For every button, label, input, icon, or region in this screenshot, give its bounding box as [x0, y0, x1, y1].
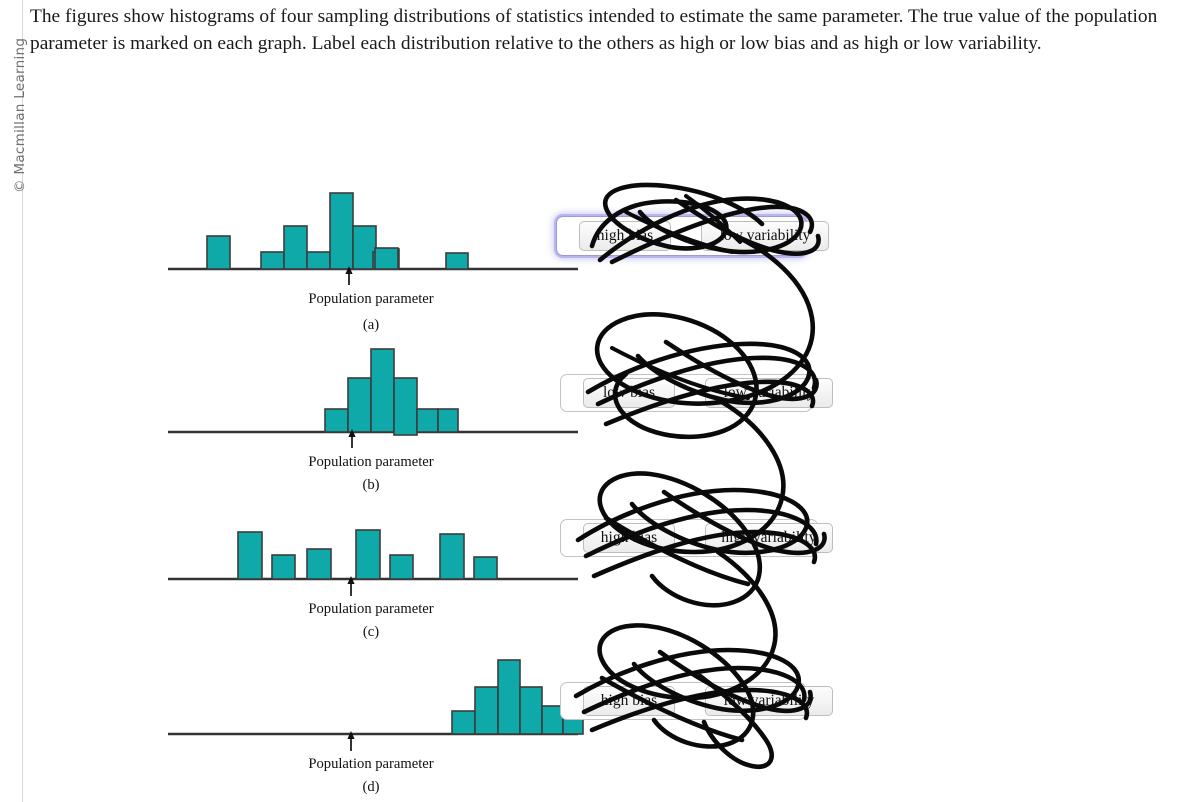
axis-label-c: Population parameter: [308, 601, 433, 617]
bar: [355, 529, 381, 580]
parameter-arrowhead-a: [345, 266, 353, 274]
answer-row-d[interactable]: high bias low variability: [560, 682, 833, 720]
parameter-arrowhead-c: [347, 576, 355, 584]
bar: [437, 408, 459, 433]
bar: [473, 556, 498, 580]
bar: [389, 554, 414, 580]
copyright-rail: © Macmillan Learning: [0, 0, 28, 802]
bias-value-d: high bias: [600, 692, 658, 709]
bias-select-d[interactable]: high bias: [583, 686, 675, 716]
histogram-b: Population parameter (b): [168, 348, 578, 493]
question-prompt: The figures show histograms of four samp…: [30, 6, 1158, 54]
bar: [451, 710, 476, 735]
panel-title-a: (a): [363, 317, 379, 333]
answer-row-a[interactable]: high bias low variability: [556, 216, 829, 256]
histogram-c: Population parameter (c): [168, 529, 578, 640]
bar: [347, 377, 372, 433]
bias-value-b: low bias: [602, 384, 656, 401]
variability-select-b[interactable]: low variability: [705, 378, 833, 408]
variability-value-a: low variability: [719, 227, 811, 244]
parameter-arrowhead-b: [348, 429, 356, 437]
bar: [474, 686, 499, 735]
bar: [416, 408, 439, 433]
bar: [445, 252, 469, 270]
variability-value-b: low variability: [723, 384, 815, 401]
axis-label-d: Population parameter: [308, 756, 433, 772]
panel-title-d: (d): [362, 779, 379, 795]
bias-select-c[interactable]: high bias: [583, 523, 675, 553]
variability-select-c[interactable]: high variability: [705, 523, 833, 553]
bar: [271, 554, 296, 580]
variability-select-d[interactable]: low variability: [705, 686, 833, 716]
bar: [497, 659, 521, 735]
bar: [329, 192, 354, 270]
bar: [374, 247, 399, 270]
bar: [237, 531, 263, 580]
bar: [206, 235, 231, 270]
bar: [393, 377, 418, 436]
variability-value-c: high variability: [721, 529, 817, 546]
variability-select-a[interactable]: low variability: [701, 221, 829, 251]
variability-value-d: low variability: [723, 692, 815, 709]
panel-title-b: (b): [362, 477, 379, 493]
bar: [324, 408, 349, 433]
bias-select-a[interactable]: high bias: [579, 221, 671, 251]
answer-row-b[interactable]: low bias low variability: [560, 374, 833, 412]
bar: [370, 348, 395, 433]
bar: [283, 225, 308, 270]
bias-value-a: high bias: [596, 227, 654, 244]
bar: [260, 251, 285, 270]
parameter-arrowhead-d: [347, 731, 355, 739]
bar: [519, 686, 543, 735]
panel-title-c: (c): [363, 624, 379, 640]
bias-value-c: high bias: [600, 529, 658, 546]
histogram-a: Population parameter (a): [168, 192, 578, 333]
bar: [439, 533, 465, 580]
histogram-d: Population parameter (d): [168, 659, 584, 795]
bias-select-b[interactable]: low bias: [583, 378, 675, 408]
bar: [306, 251, 331, 270]
answer-row-c[interactable]: high bias high variability: [560, 519, 833, 557]
axis-label-a: Population parameter: [308, 291, 433, 307]
axis-label-b: Population parameter: [308, 454, 433, 470]
bar: [306, 548, 332, 580]
